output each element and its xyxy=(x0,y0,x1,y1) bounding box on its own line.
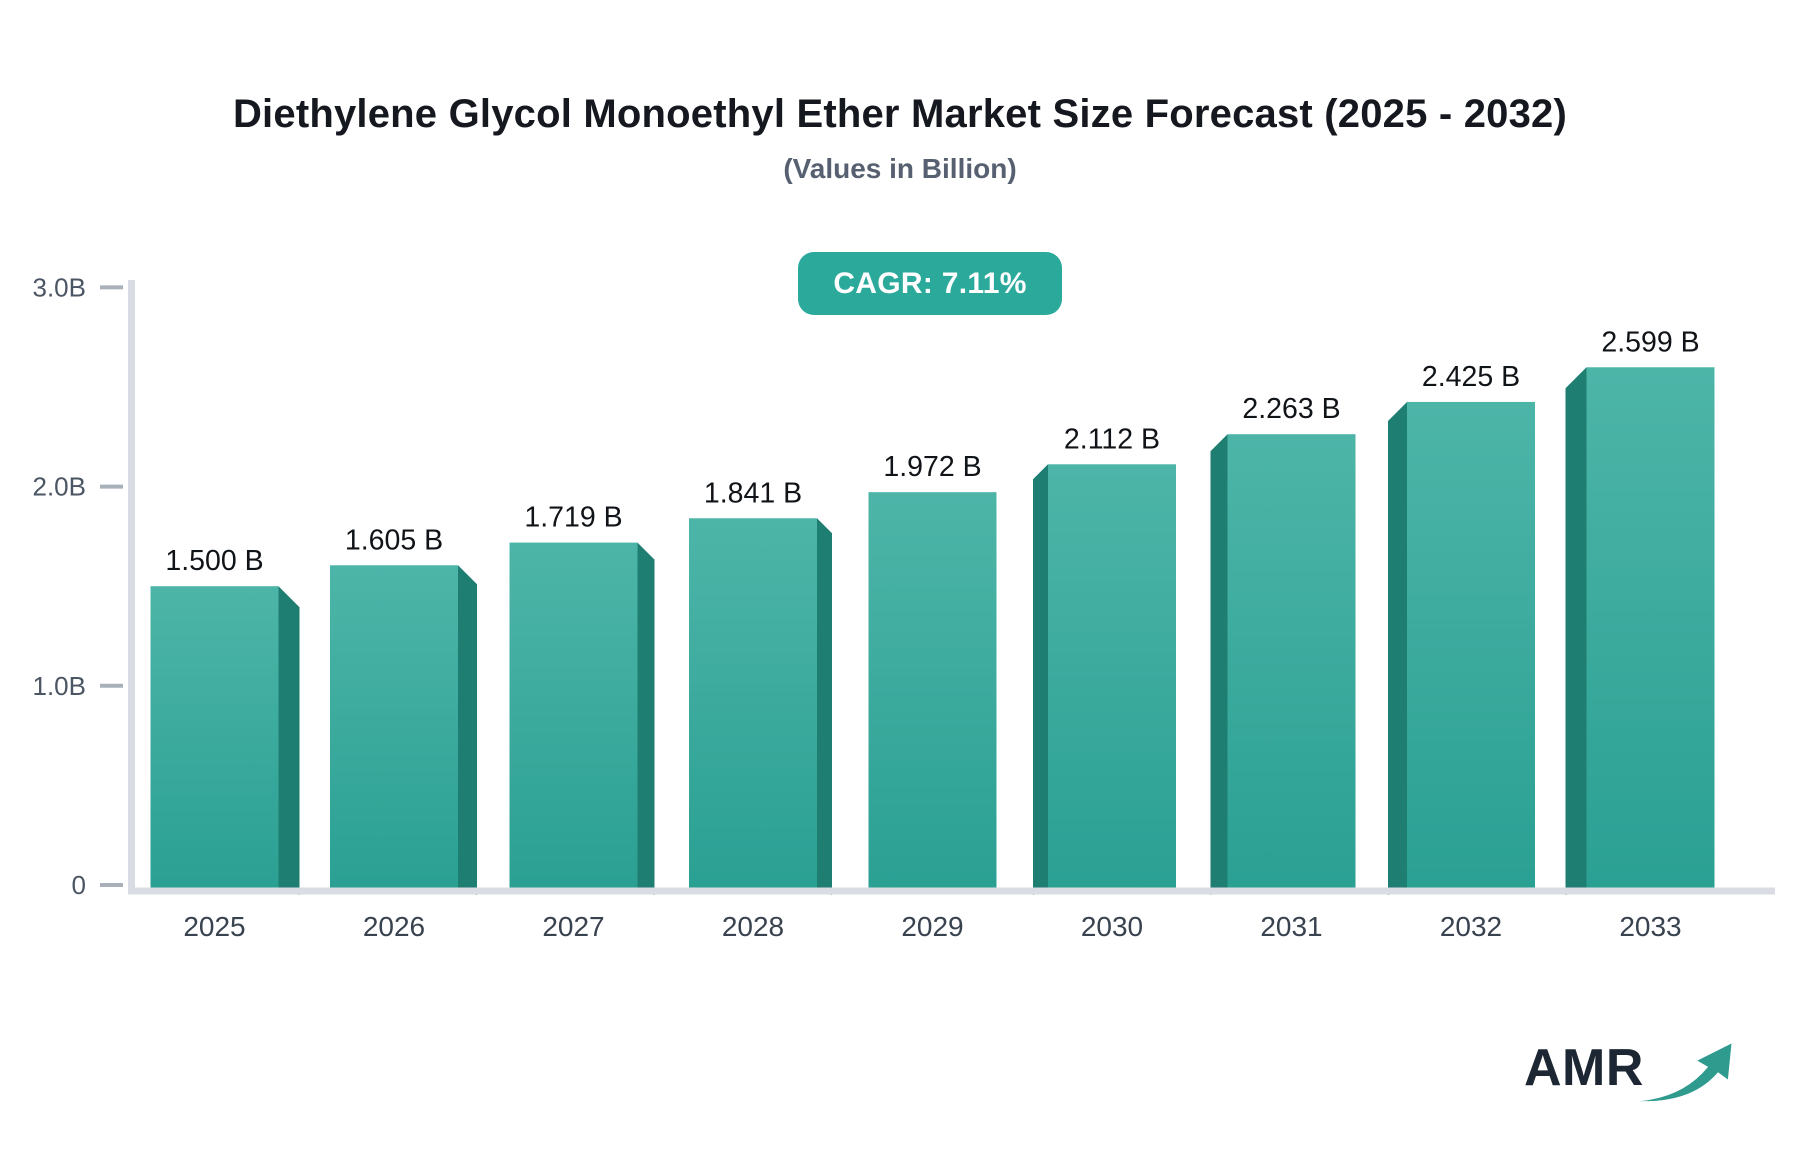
bar-2030 xyxy=(1033,464,1176,895)
amr-logo: AMR xyxy=(1524,1022,1744,1114)
bar-value-label: 2.263 B xyxy=(1242,393,1340,425)
y-tick-label: 1.0B xyxy=(33,671,87,701)
bar-front-face xyxy=(150,586,279,888)
x-axis-label-2033: 2033 xyxy=(1619,911,1681,942)
x-axis-label-2026: 2026 xyxy=(363,911,425,942)
bar-value-label: 1.500 B xyxy=(165,545,263,577)
bar-side-face xyxy=(817,518,832,895)
bar-value-label: 1.719 B xyxy=(524,502,622,534)
chart-header: Diethylene Glycol Monoethyl Ether Market… xyxy=(0,92,1800,185)
bar-2026 xyxy=(330,565,477,895)
bar-front-face xyxy=(1586,367,1715,889)
bar-2029 xyxy=(868,492,997,888)
amr-logo-arrow-icon xyxy=(1639,1043,1732,1102)
bar-side-face xyxy=(278,586,300,895)
bar-2031 xyxy=(1210,434,1356,895)
bar-side-face xyxy=(1210,434,1228,895)
y-tick-label: 0 xyxy=(72,870,86,900)
bar-side-face xyxy=(1033,464,1048,895)
cagr-badge: CAGR: 7.11% xyxy=(798,252,1062,315)
bar-side-face xyxy=(1565,367,1587,896)
chart-title: Diethylene Glycol Monoethyl Ether Market… xyxy=(232,92,1568,136)
bar-value-label: 2.425 B xyxy=(1422,361,1520,393)
bar-front-face xyxy=(868,492,997,888)
bar-side-face xyxy=(458,565,477,895)
x-axis-label-2032: 2032 xyxy=(1440,911,1502,942)
y-tick-label: 3.0B xyxy=(33,272,87,302)
bar-value-label: 2.599 B xyxy=(1601,326,1699,358)
bar-side-face xyxy=(637,542,655,895)
cagr-badge-label: CAGR: 7.11% xyxy=(833,266,1027,300)
bar-front-face xyxy=(1407,401,1535,888)
x-axis-label-2028: 2028 xyxy=(722,911,784,942)
bar-value-label: 2.112 B xyxy=(1064,423,1160,455)
x-axis-label-2030: 2030 xyxy=(1081,911,1143,942)
bar-2027 xyxy=(509,542,655,895)
bar-side-face xyxy=(1388,401,1407,895)
bar-value-label: 1.972 B xyxy=(883,451,981,483)
x-axis-label-2031: 2031 xyxy=(1260,911,1322,942)
y-tick-label: 2.0B xyxy=(33,472,87,502)
bar-front-face xyxy=(509,542,638,888)
amr-logo-text: AMR xyxy=(1524,1039,1644,1097)
x-axis-label-2029: 2029 xyxy=(901,911,963,942)
bar-front-face xyxy=(330,565,458,888)
bar-2025 xyxy=(150,586,300,895)
bar-front-face xyxy=(1048,464,1176,888)
bar-value-label: 1.605 B xyxy=(345,524,443,556)
bar-2028 xyxy=(689,518,832,895)
bar-front-face xyxy=(1227,434,1356,888)
bar-value-label: 1.841 B xyxy=(704,477,802,509)
chart-subtitle: (Values in Billion) xyxy=(783,153,1017,184)
x-axis-label-2025: 2025 xyxy=(183,911,245,942)
bar-2032 xyxy=(1388,401,1535,895)
bar-2033 xyxy=(1565,367,1715,896)
bar-front-face xyxy=(689,518,817,888)
x-axis-label-2027: 2027 xyxy=(542,911,604,942)
